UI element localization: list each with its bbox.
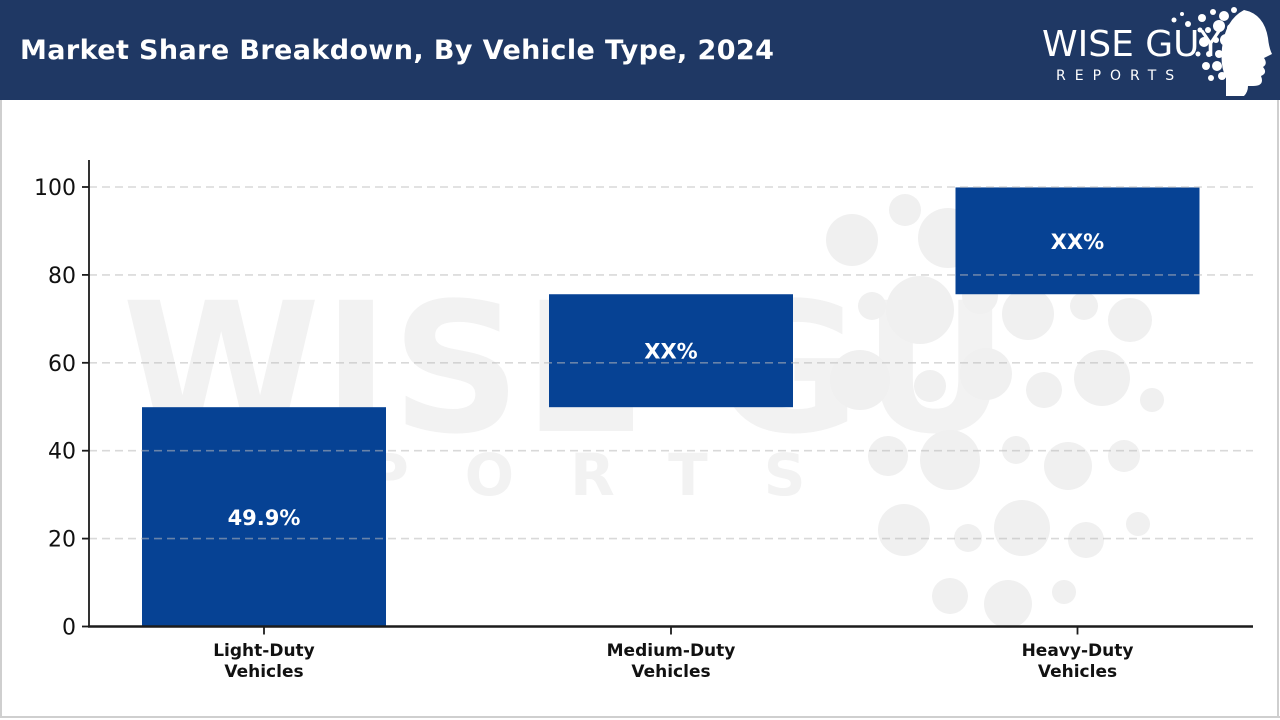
bar-heavy-duty-vehicles <box>955 187 1200 295</box>
bar-value-label: XX% <box>644 340 697 364</box>
logo-text-line1: WISE GUY <box>1042 24 1223 65</box>
header-bar: Market Share Breakdown, By Vehicle Type,… <box>0 0 1280 100</box>
x-axis-category-label: Heavy-Duty Vehicles <box>1022 641 1134 682</box>
y-axis-tick-label: 100 <box>34 176 76 201</box>
x-axis-category-label: Light-Duty Vehicles <box>213 641 315 682</box>
y-axis-tick-label: 20 <box>48 528 76 553</box>
logo-brain-dots-icon <box>1171 7 1237 81</box>
bar-medium-duty-vehicles <box>549 294 793 408</box>
y-axis-tick-label: 0 <box>62 616 76 641</box>
x-axis-category-label: Medium-Duty Vehicles <box>607 641 736 682</box>
page-title: Market Share Breakdown, By Vehicle Type,… <box>20 34 775 66</box>
page-border-right <box>1277 100 1279 718</box>
logo-text-line2: REPORTS <box>1056 68 1183 84</box>
page-border-bottom <box>0 716 1280 718</box>
y-axis-tick-label: 80 <box>48 264 76 289</box>
wise-guy-logo: WISE GUY REPORTS <box>1042 7 1272 96</box>
y-axis-tick-label: 40 <box>48 440 76 465</box>
page-border-left <box>0 100 2 718</box>
y-axis-tick-label: 60 <box>48 352 76 377</box>
bar-value-label: XX% <box>1051 230 1104 254</box>
bar-light-duty-vehicles <box>142 407 386 627</box>
logo: WISE GUY REPORTS <box>1012 4 1274 96</box>
logo-face-profile-icon <box>1221 10 1272 96</box>
bar-value-label: 49.9% <box>228 506 301 530</box>
watermark-face-dots-icon <box>826 190 1164 628</box>
